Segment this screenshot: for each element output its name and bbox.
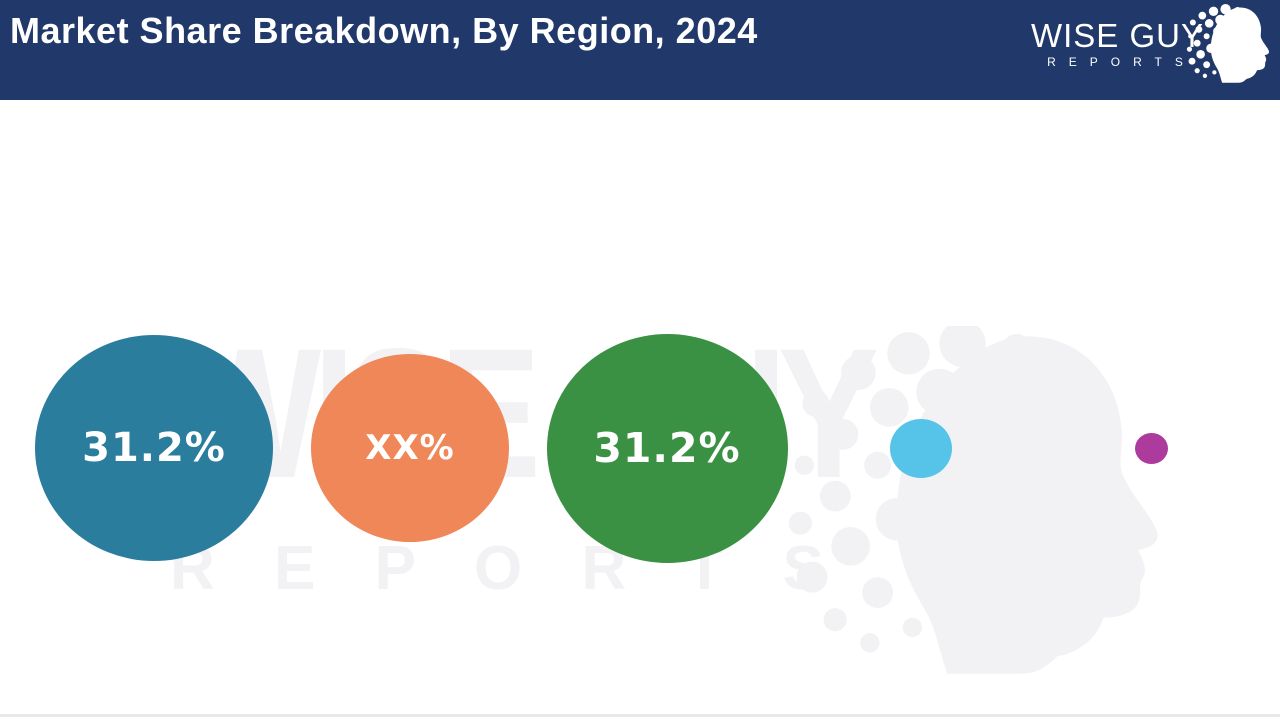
bubble-value-label: 31.2% (82, 425, 226, 471)
bubble-europe: XX% (311, 354, 509, 542)
bubble-north-america: 31.2% (35, 335, 273, 561)
watermark-subtitle: R E P O R T S (170, 534, 845, 603)
bubble-value-label: XX% (365, 428, 455, 468)
wise-guy-logo: WISE GUY REPORTS (1031, 4, 1272, 84)
watermark-head-profile-icon (788, 326, 1158, 674)
head-profile-icon (1186, 4, 1270, 83)
header: Market Share Breakdown, By Region, 2024 … (0, 0, 1280, 100)
bottom-divider (0, 714, 1280, 717)
bubble-chart: WISE GUY R E P O R T S 31.2%North Americ… (0, 100, 1280, 717)
bubble-apac: 31.2% (546, 333, 788, 563)
logo-subtitle: REPORTS (1047, 54, 1196, 69)
bubble-value-label: 31.2% (593, 424, 741, 472)
bubble-south-america (890, 418, 952, 478)
logo-wordmark: WISE GUY (1030, 17, 1204, 55)
logo-text: WISE GUY REPORTS (1031, 19, 1204, 69)
bubble-mea (1134, 432, 1168, 464)
page-title: Market Share Breakdown, By Region, 2024 (10, 10, 758, 51)
watermark-head-shape (788, 326, 1158, 674)
